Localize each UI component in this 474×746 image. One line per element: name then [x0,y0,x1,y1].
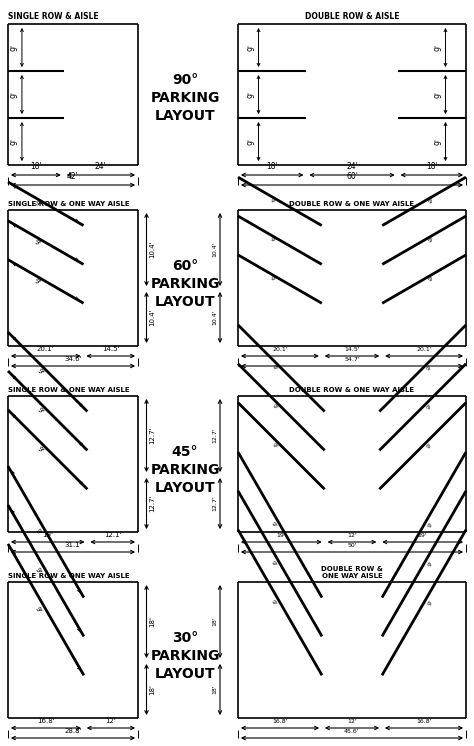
Text: 60': 60' [346,172,358,181]
Text: 12': 12' [347,719,357,724]
Text: 9': 9' [34,605,42,614]
Text: 12.7': 12.7' [149,427,155,445]
Text: 9': 9' [426,364,434,372]
Text: 9': 9' [36,368,44,376]
Text: SINGLE ROW & ONE WAY AISLE: SINGLE ROW & ONE WAY AISLE [8,387,129,393]
Text: 9': 9' [247,44,256,51]
Text: 9': 9' [271,404,278,411]
Text: 9': 9' [269,599,277,606]
Text: 9': 9' [271,442,278,450]
Text: 12.7': 12.7' [212,495,217,511]
Text: 10.4': 10.4' [149,309,155,326]
Text: 18': 18' [30,162,42,171]
Text: 16.8': 16.8' [272,719,288,724]
Text: SINGLE ROW & ONE WAY AISLE: SINGLE ROW & ONE WAY AISLE [8,201,129,207]
Text: 18': 18' [149,684,155,695]
Text: 42': 42' [67,172,79,181]
Text: 9': 9' [428,521,435,529]
Text: 9': 9' [428,275,435,283]
Text: 9': 9' [428,599,435,606]
Text: 14.5': 14.5' [344,347,360,352]
Text: DOUBLE ROW & ONE WAY AISLE: DOUBLE ROW & ONE WAY AISLE [290,387,415,393]
Text: 30°
PARKING
LAYOUT: 30° PARKING LAYOUT [150,630,219,681]
Text: 18': 18' [212,617,217,627]
Text: 9': 9' [271,364,278,372]
Text: 20.1': 20.1' [416,347,432,352]
Text: 28.8': 28.8' [64,728,82,734]
Text: 9': 9' [36,407,44,415]
Text: 14.5': 14.5' [102,346,119,352]
Text: 9': 9' [269,275,277,283]
Text: 9': 9' [435,44,444,51]
Text: 16.8': 16.8' [37,718,55,724]
Text: 16.8': 16.8' [416,719,432,724]
Text: 18': 18' [426,162,438,171]
Text: 9': 9' [34,566,42,575]
Text: SINGLE ROW & ONE WAY AISLE: SINGLE ROW & ONE WAY AISLE [8,573,129,579]
Text: 24': 24' [346,162,358,171]
Text: 9': 9' [435,91,444,98]
Text: 18': 18' [266,162,278,171]
Text: 19': 19' [276,533,286,538]
Text: 20.1': 20.1' [272,347,288,352]
Text: 45°
PARKING
LAYOUT: 45° PARKING LAYOUT [150,445,219,495]
Text: 60°
PARKING
LAYOUT: 60° PARKING LAYOUT [150,259,219,310]
Text: 9': 9' [11,44,20,51]
Text: DOUBLE ROW & AISLE: DOUBLE ROW & AISLE [305,12,399,21]
Text: 9': 9' [247,138,256,145]
Text: 10.4': 10.4' [149,241,155,258]
Text: 12.7': 12.7' [212,427,217,443]
Text: 9': 9' [11,91,20,98]
Text: 9': 9' [34,527,42,536]
Text: 24': 24' [95,162,107,171]
Text: 9': 9' [34,278,42,286]
Text: 12': 12' [347,533,357,538]
Text: 12.1': 12.1' [104,532,121,538]
Text: DOUBLE ROW & ONE WAY AISLE: DOUBLE ROW & ONE WAY AISLE [290,201,415,207]
Text: 9': 9' [11,138,20,145]
Text: 9': 9' [269,521,277,529]
Text: 45.6': 45.6' [344,729,360,734]
Text: DOUBLE ROW &
ONE WAY AISLE: DOUBLE ROW & ONE WAY AISLE [321,566,383,579]
Text: 9': 9' [428,236,435,244]
Text: 9': 9' [34,239,42,247]
Text: 9': 9' [36,445,44,454]
Text: 90°
PARKING
LAYOUT: 90° PARKING LAYOUT [150,72,219,123]
Text: 9': 9' [426,442,434,450]
Text: 12': 12' [106,718,116,724]
Text: 9': 9' [247,91,256,98]
Text: SINGLE ROW & AISLE: SINGLE ROW & AISLE [8,12,99,21]
Text: 34.6': 34.6' [64,356,82,362]
Text: 9': 9' [428,560,435,568]
Text: 12.7': 12.7' [149,495,155,513]
Text: 9': 9' [426,404,434,411]
Text: 9': 9' [428,198,435,205]
Text: 9': 9' [435,138,444,145]
Text: 9': 9' [269,236,277,244]
Text: 10.4': 10.4' [212,310,217,325]
Text: 54.7': 54.7' [344,357,360,362]
Text: 20.1': 20.1' [37,346,55,352]
Text: 10.4': 10.4' [212,242,217,257]
Text: 50': 50' [347,543,357,548]
Text: 9': 9' [269,198,277,205]
Text: 31.1': 31.1' [64,542,82,548]
Text: 19': 19' [42,532,53,538]
Text: 19': 19' [418,533,428,538]
Text: 18': 18' [149,616,155,627]
Text: 9': 9' [34,199,42,208]
Text: 9': 9' [269,560,277,568]
Text: 18': 18' [212,685,217,695]
